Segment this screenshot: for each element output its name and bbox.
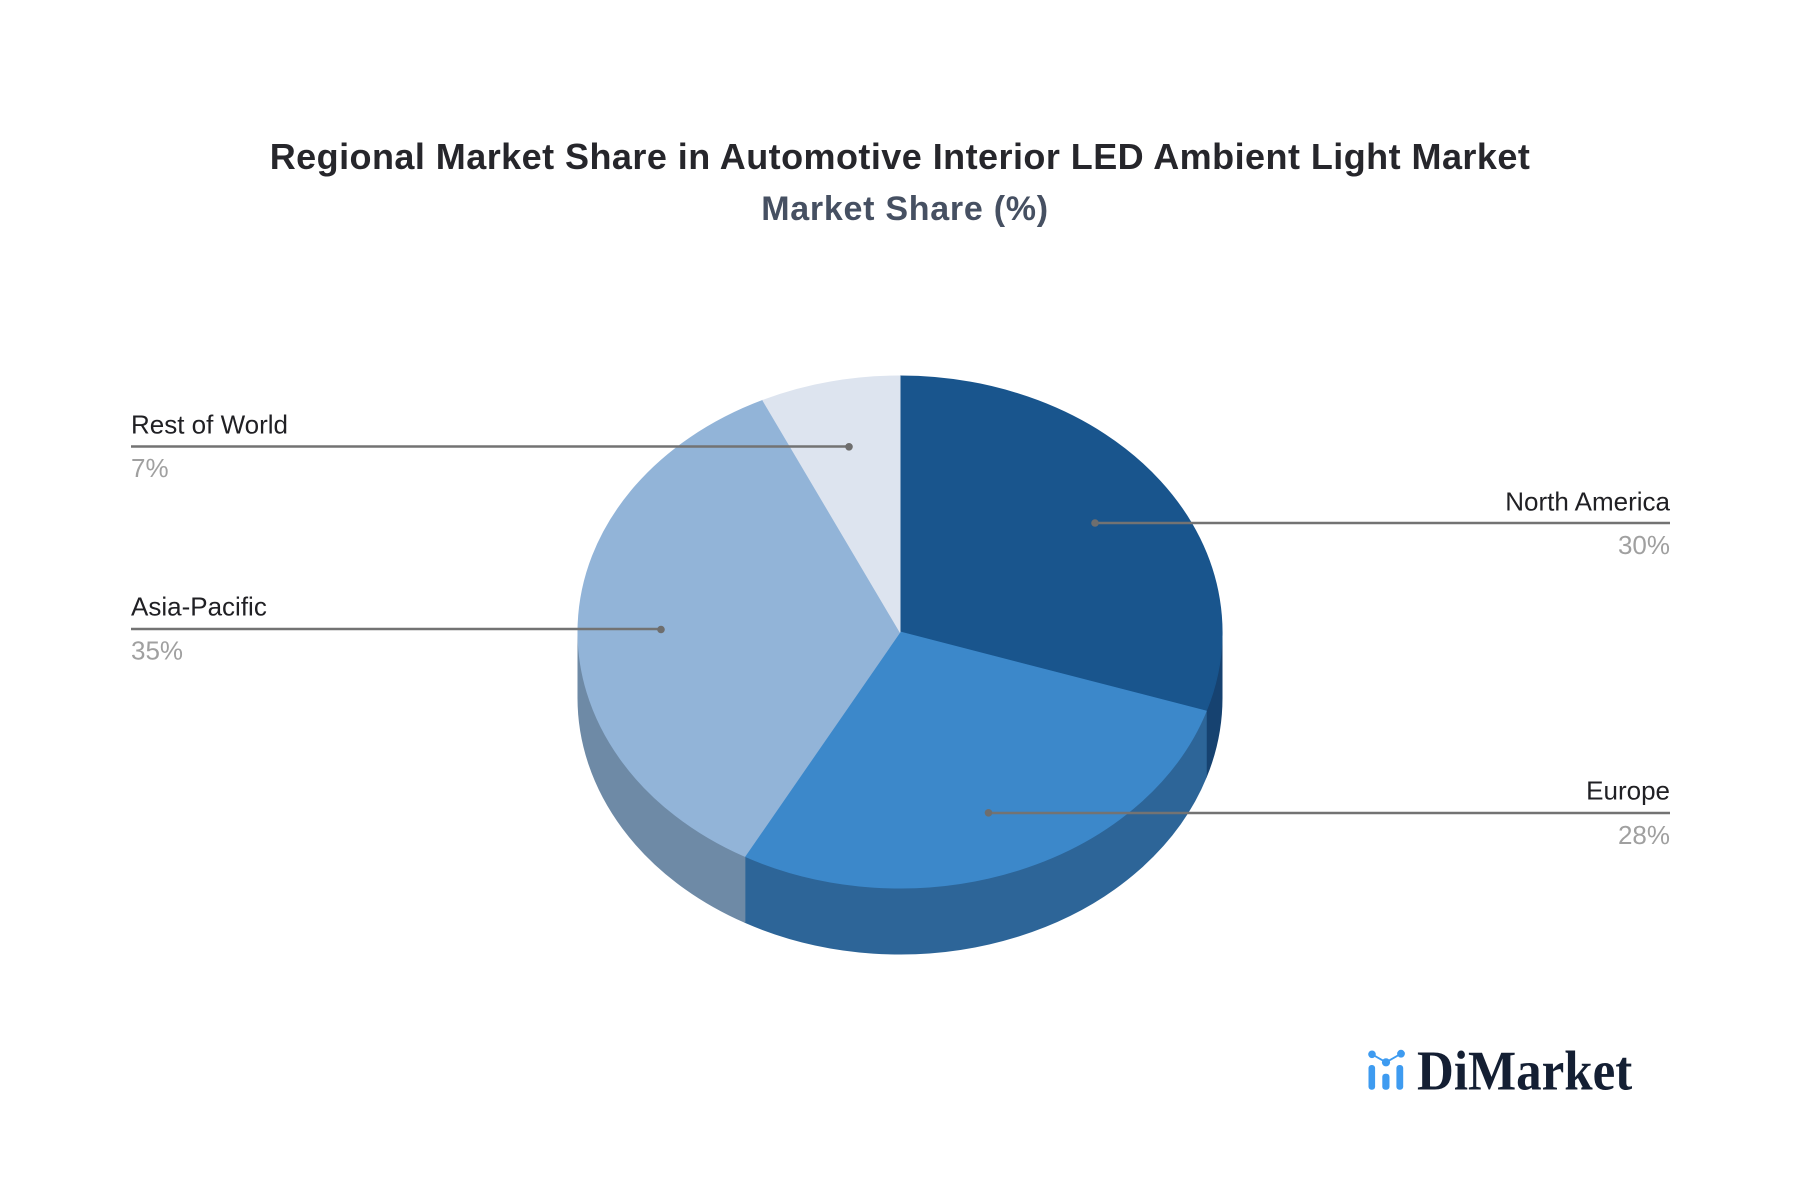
svg-text:30%: 30% [1618,530,1670,560]
svg-text:Europe: Europe [1586,776,1670,806]
svg-text:7%: 7% [131,453,169,483]
svg-text:35%: 35% [131,636,183,666]
svg-text:28%: 28% [1618,820,1670,850]
svg-text:Asia-Pacific: Asia-Pacific [131,592,267,622]
svg-text:DiMarket: DiMarket [1417,1040,1632,1103]
svg-text:Regional Market Share in Autom: Regional Market Share in Automotive Inte… [270,136,1531,177]
svg-text:Market Share (%): Market Share (%) [761,190,1049,228]
svg-text:Rest of World: Rest of World [131,410,288,440]
svg-text:North America: North America [1505,487,1670,517]
